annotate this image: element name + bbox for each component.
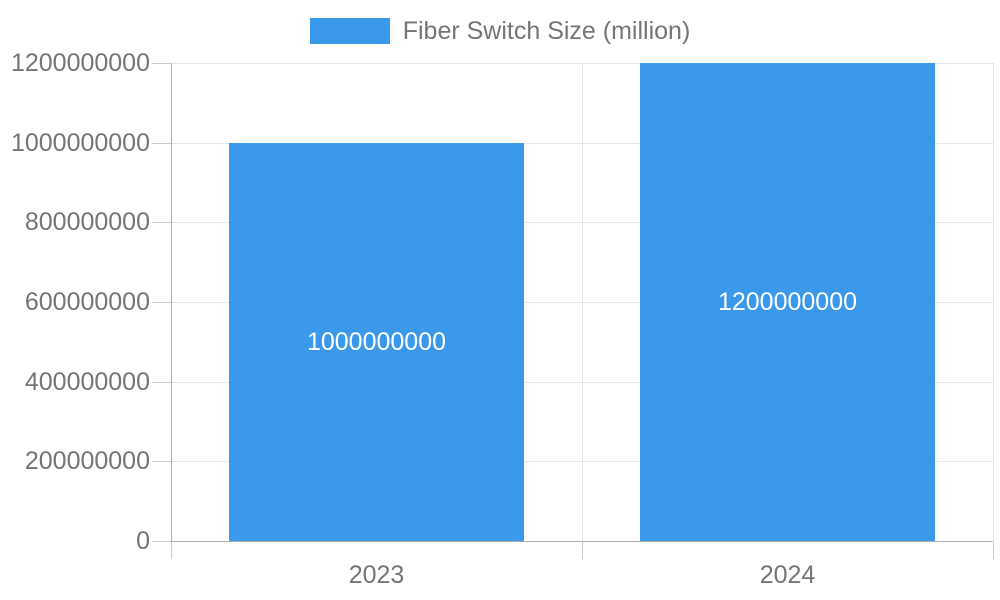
bar-value-label: 1200000000	[717, 287, 858, 316]
y-axis-tick-label: 200000000	[24, 447, 150, 475]
x-tick-mark	[993, 542, 994, 559]
x-gridline	[582, 63, 583, 541]
y-axis-line	[171, 63, 172, 541]
y-tick-mark	[152, 143, 171, 144]
y-axis-tick-label: 800000000	[24, 208, 150, 236]
legend-label: Fiber Switch Size (million)	[402, 17, 691, 45]
y-tick-mark	[152, 382, 171, 383]
y-axis-tick-label: 400000000	[24, 368, 150, 396]
bar-2023: 1000000000	[229, 143, 524, 541]
y-axis-tick-label: 0	[136, 527, 150, 555]
x-axis-category-label: 2024	[759, 561, 816, 589]
x-tick-mark	[582, 542, 583, 559]
y-tick-mark	[152, 541, 171, 542]
x-axis-line	[171, 541, 993, 542]
x-tick-mark	[171, 542, 172, 559]
y-tick-mark	[152, 461, 171, 462]
bar-value-label: 1000000000	[306, 327, 447, 356]
legend-swatch	[309, 18, 390, 44]
chart-legend: Fiber Switch Size (million)	[0, 18, 1000, 44]
x-axis-category-label: 2023	[348, 561, 405, 589]
y-axis-tick-label: 1000000000	[10, 129, 150, 157]
y-tick-mark	[152, 63, 171, 64]
y-axis-tick-label: 600000000	[24, 288, 150, 316]
y-tick-mark	[152, 302, 171, 303]
bar-2024: 1200000000	[640, 63, 935, 541]
x-gridline	[993, 63, 994, 541]
y-tick-mark	[152, 222, 171, 223]
y-axis-tick-label: 1200000000	[10, 49, 150, 77]
